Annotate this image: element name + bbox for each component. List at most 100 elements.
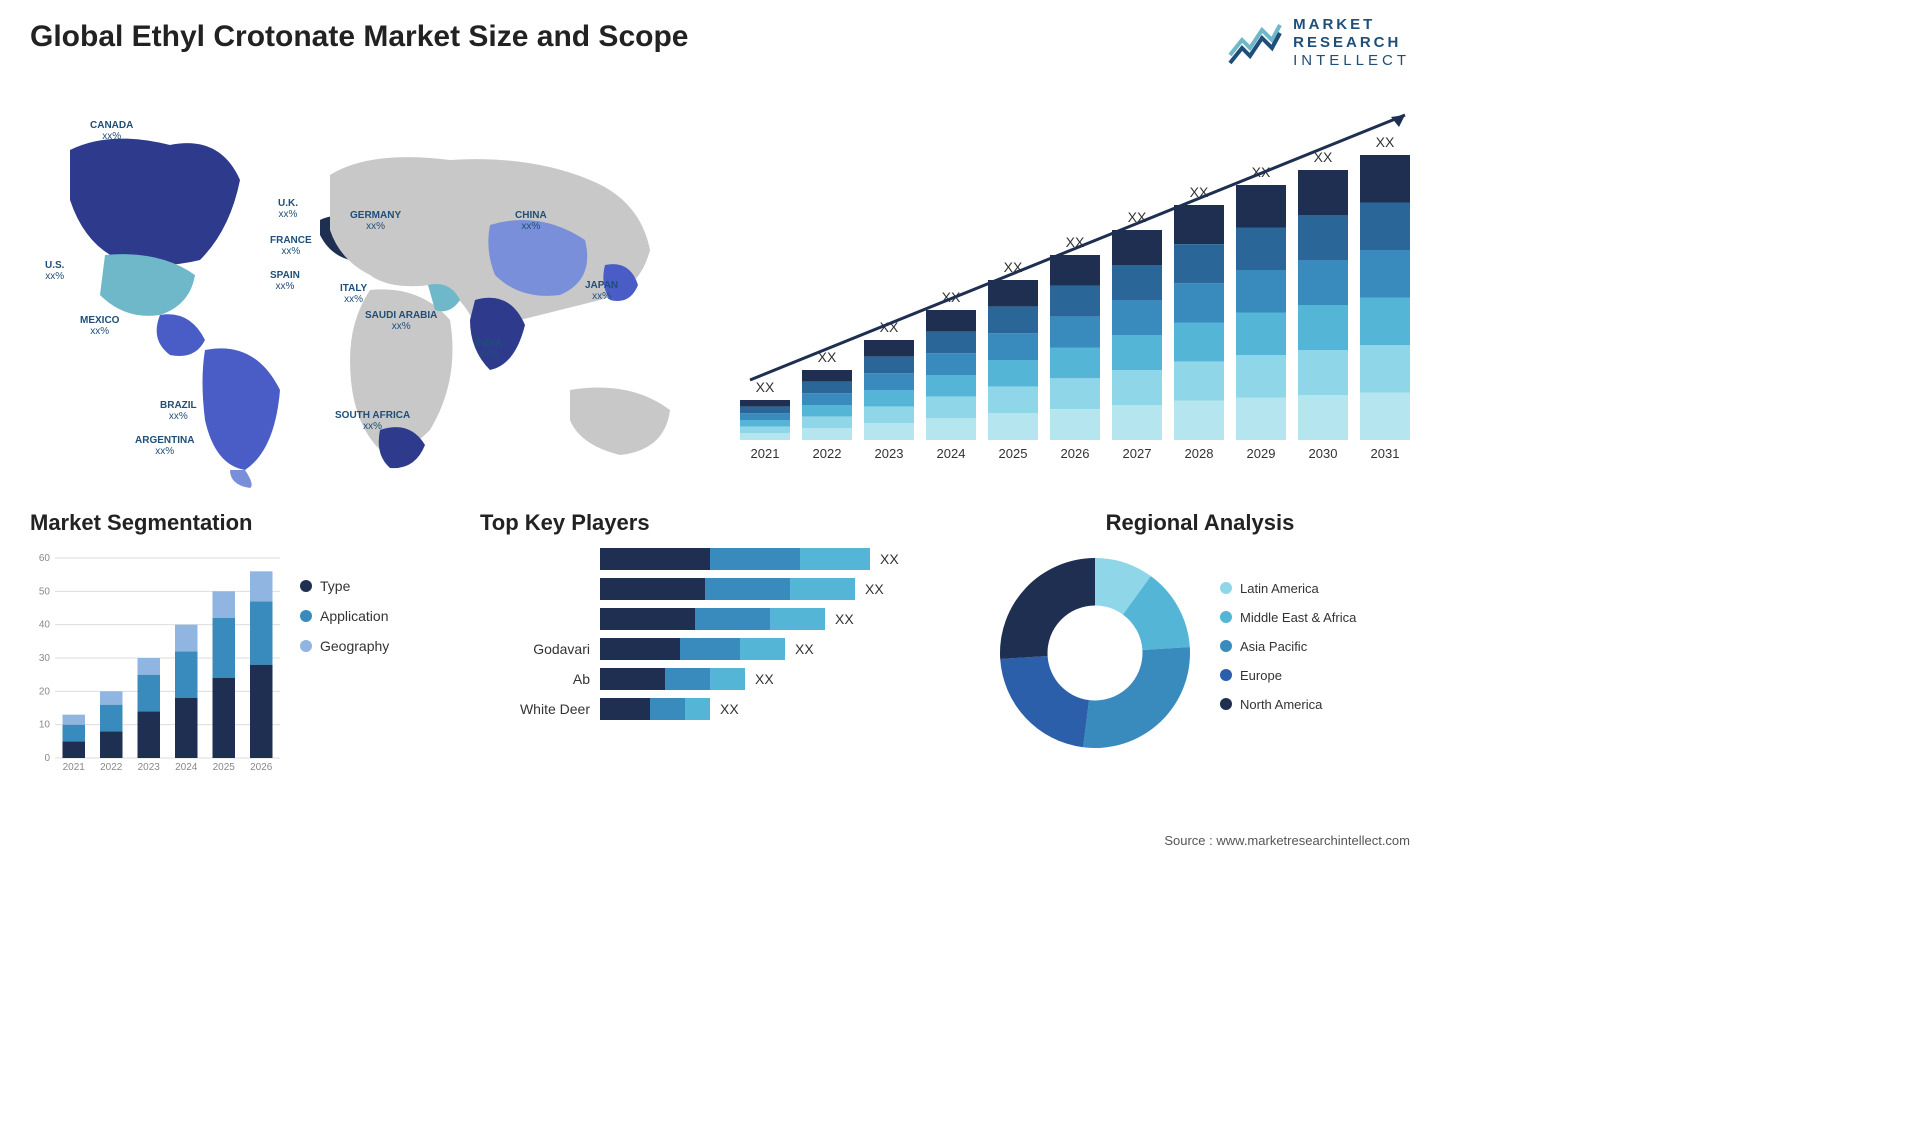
seg-xtick: 2025 bbox=[213, 762, 236, 773]
segmentation-chart-svg: 0102030405060202120222023202420252026 bbox=[30, 548, 280, 778]
legend-dot bbox=[1220, 698, 1232, 710]
map-label: ARGENTINAxx% bbox=[135, 435, 194, 457]
seg-legend-item: Geography bbox=[300, 638, 389, 654]
growth-bar-segment bbox=[1236, 270, 1286, 313]
growth-bar-segment bbox=[1298, 260, 1348, 305]
keyplayer-bar-segment bbox=[665, 668, 710, 690]
growth-bar-segment bbox=[926, 353, 976, 375]
seg-xtick: 2023 bbox=[138, 762, 161, 773]
keyplayer-row: GodavariXX bbox=[480, 638, 970, 660]
growth-bar-segment bbox=[1360, 345, 1410, 393]
keyplayer-bar-segment bbox=[600, 548, 710, 570]
keyplayer-bar bbox=[600, 548, 870, 570]
growth-bar-segment bbox=[1236, 398, 1286, 441]
growth-bar-segment bbox=[988, 413, 1038, 440]
map-label: U.K.xx% bbox=[278, 198, 298, 220]
legend-label: Geography bbox=[320, 638, 389, 654]
growth-bar-segment bbox=[1112, 230, 1162, 265]
seg-bar-segment bbox=[250, 665, 273, 758]
legend-dot bbox=[300, 640, 312, 652]
keyplayer-row: XX bbox=[480, 608, 970, 630]
growth-bar-segment bbox=[1236, 355, 1286, 398]
growth-bar-segment bbox=[864, 423, 914, 440]
seg-ytick: 0 bbox=[44, 753, 50, 764]
map-label: SPAINxx% bbox=[270, 270, 300, 292]
legend-label: Asia Pacific bbox=[1240, 639, 1307, 654]
growth-bar-segment bbox=[864, 407, 914, 424]
map-label: SOUTH AFRICAxx% bbox=[335, 410, 410, 432]
growth-bar-segment bbox=[1050, 317, 1100, 348]
growth-bar-segment bbox=[1112, 300, 1162, 335]
map-label: U.S.xx% bbox=[45, 260, 64, 282]
growth-bar-segment bbox=[864, 390, 914, 407]
map-label: FRANCExx% bbox=[270, 235, 312, 257]
growth-bar-segment bbox=[1050, 255, 1100, 286]
growth-bar-segment bbox=[1112, 405, 1162, 440]
keyplayer-bar-segment bbox=[600, 638, 680, 660]
seg-bar-segment bbox=[100, 691, 123, 704]
keyplayer-label: Ab bbox=[480, 671, 600, 687]
seg-ytick: 30 bbox=[39, 653, 51, 664]
donut-slice bbox=[1083, 647, 1190, 748]
seg-ytick: 60 bbox=[39, 553, 51, 564]
keyplayer-bar-segment bbox=[600, 668, 665, 690]
segmentation-title: Market Segmentation bbox=[30, 510, 450, 536]
regional-donut bbox=[990, 548, 1200, 758]
map-label: MEXICOxx% bbox=[80, 315, 119, 337]
growth-bar-value: XX bbox=[1376, 134, 1395, 150]
map-label: CHINAxx% bbox=[515, 210, 547, 232]
keyplayer-bar bbox=[600, 698, 710, 720]
growth-bar-segment bbox=[802, 417, 852, 429]
keyplayer-value: XX bbox=[720, 701, 739, 717]
legend-label: Europe bbox=[1240, 668, 1282, 683]
seg-bar-segment bbox=[213, 591, 236, 618]
seg-legend-item: Application bbox=[300, 608, 389, 624]
growth-bar-segment bbox=[864, 357, 914, 374]
growth-bar-segment bbox=[926, 418, 976, 440]
seg-bar-segment bbox=[100, 705, 123, 732]
growth-bar-segment bbox=[1360, 250, 1410, 298]
growth-bar-segment bbox=[1236, 185, 1286, 228]
keyplayer-bar-segment bbox=[650, 698, 685, 720]
growth-bar-segment bbox=[802, 382, 852, 394]
seg-bar-segment bbox=[138, 658, 161, 675]
keyplayer-bar-segment bbox=[770, 608, 825, 630]
seg-ytick: 10 bbox=[39, 720, 51, 731]
world-map: CANADAxx%U.S.xx%MEXICOxx%BRAZILxx%ARGENT… bbox=[30, 90, 710, 490]
seg-bar-segment bbox=[63, 741, 86, 758]
seg-ytick: 50 bbox=[39, 586, 51, 597]
keyplayer-bar-segment bbox=[800, 548, 870, 570]
growth-bar-segment bbox=[926, 310, 976, 332]
donut-slice bbox=[1000, 558, 1095, 659]
seg-xtick: 2024 bbox=[175, 762, 198, 773]
seg-bar-segment bbox=[63, 715, 86, 725]
regional-analysis: Regional Analysis Latin AmericaMiddle Ea… bbox=[990, 510, 1410, 758]
regional-legend-item: Europe bbox=[1220, 668, 1356, 683]
keyplayer-bar-segment bbox=[710, 548, 800, 570]
growth-bar-segment bbox=[926, 375, 976, 397]
keyplayer-bar-segment bbox=[685, 698, 710, 720]
seg-bar-segment bbox=[175, 651, 198, 698]
growth-year-label: 2023 bbox=[875, 446, 904, 461]
seg-xtick: 2026 bbox=[250, 762, 273, 773]
growth-bar-segment bbox=[1174, 362, 1224, 401]
regional-legend: Latin AmericaMiddle East & AfricaAsia Pa… bbox=[1220, 581, 1356, 726]
seg-bar-segment bbox=[138, 711, 161, 758]
growth-bar-segment bbox=[1050, 286, 1100, 317]
keyplayer-bar-segment bbox=[600, 698, 650, 720]
seg-ytick: 20 bbox=[39, 686, 51, 697]
keyplayer-bar bbox=[600, 668, 745, 690]
keyplayer-row: XX bbox=[480, 578, 970, 600]
regional-legend-item: Asia Pacific bbox=[1220, 639, 1356, 654]
seg-bar-segment bbox=[250, 571, 273, 601]
legend-label: Latin America bbox=[1240, 581, 1319, 596]
keyplayer-bar-segment bbox=[680, 638, 740, 660]
keyplayer-bar-segment bbox=[710, 668, 745, 690]
growth-year-label: 2028 bbox=[1185, 446, 1214, 461]
growth-bar-segment bbox=[926, 332, 976, 354]
legend-label: North America bbox=[1240, 697, 1322, 712]
growth-bar-segment bbox=[1298, 350, 1348, 395]
growth-bar-segment bbox=[802, 370, 852, 382]
growth-bar-segment bbox=[1174, 283, 1224, 322]
growth-year-label: 2021 bbox=[751, 446, 780, 461]
